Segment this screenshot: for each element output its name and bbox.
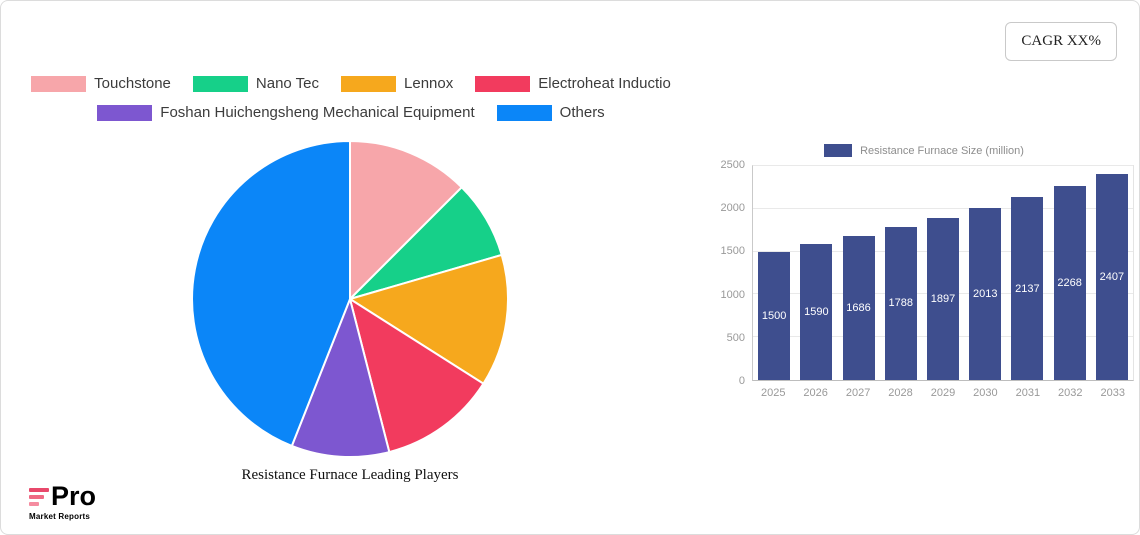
bar-bands: 1500 1590 1686 1788 1897 2013 2137 2268 2407 <box>753 166 1133 380</box>
x-tick-label: 2027 <box>845 387 871 399</box>
bar-legend-swatch <box>824 144 853 157</box>
gridline <box>753 207 1133 209</box>
x-tick-label: 2025 <box>760 387 786 399</box>
pie-slice-0[interactable] <box>349 140 463 300</box>
logo-text: Pro <box>51 481 97 511</box>
legend-label: Others <box>559 104 605 121</box>
bar-value-label: 2268 <box>1057 276 1082 289</box>
bar-2032[interactable]: 2268 <box>1053 185 1086 380</box>
logo: Pro Market Reports <box>29 483 96 521</box>
bar-band: 1590 <box>795 166 837 380</box>
bar-2031[interactable]: 2137 <box>1011 197 1044 380</box>
cagr-label: CAGR XX% <box>1021 33 1101 49</box>
bar-band: 1897 <box>922 166 964 380</box>
bar-value-label: 1590 <box>804 305 829 318</box>
legend-item-3[interactable]: Electroheat Inductio <box>475 75 671 92</box>
legend-label: Nano Tec <box>255 75 320 92</box>
legend-swatch <box>31 75 87 92</box>
bar-2027[interactable]: 1686 <box>842 235 875 380</box>
x-tick-label: 2033 <box>1100 387 1125 399</box>
pie-slice-2[interactable] <box>349 253 509 385</box>
legend-item-0[interactable]: Touchstone <box>31 75 171 92</box>
x-tick-label: 2032 <box>1058 387 1083 399</box>
pie-chart: Resistance Furnace Leading Players <box>162 137 538 484</box>
bar-legend-label: Resistance Furnace Size (million) <box>860 144 1024 157</box>
bar-chart-legend: Resistance Furnace Size (million) <box>714 144 1134 157</box>
bar-band: 1788 <box>880 166 922 380</box>
logo-subtitle: Market Reports <box>29 512 91 521</box>
legend-swatch <box>475 75 531 92</box>
pie-svg <box>191 140 509 458</box>
pie-slice-5[interactable] <box>191 140 351 447</box>
bar-value-label: 1686 <box>846 301 871 314</box>
legend-item-5[interactable]: Others <box>496 104 605 121</box>
pie-slice-3[interactable] <box>349 298 485 454</box>
bar-band: 2013 <box>964 166 1006 380</box>
bar-band: 1686 <box>837 166 879 380</box>
legend-label: Lennox <box>404 75 454 92</box>
bar-2030[interactable]: 2013 <box>969 207 1002 380</box>
y-tick-label: 500 <box>726 331 745 344</box>
logo-icon <box>29 487 49 506</box>
bar-value-label: 1788 <box>888 297 914 310</box>
y-tick-label: 2500 <box>720 159 745 171</box>
legend-item-4[interactable]: Foshan Huichengsheng Mechanical Equipmen… <box>97 104 475 121</box>
bar-2033[interactable]: 2407 <box>1095 173 1128 380</box>
legend-item-1[interactable]: Nano Tec <box>192 75 320 92</box>
pie-chart-title: Resistance Furnace Leading Players <box>241 467 459 483</box>
bar-value-label: 1500 <box>761 309 787 322</box>
y-tick-label: 2000 <box>720 202 745 215</box>
legend-swatch <box>496 104 552 121</box>
bar-band: 2268 <box>1049 166 1091 380</box>
x-tick-label: 2026 <box>803 387 828 399</box>
legend-swatch <box>341 75 397 92</box>
bar-chart-body: 0 500 1000 1500 2000 2500 1500 1590 1686 1788 189… <box>714 159 1134 387</box>
bar-2028[interactable]: 1788 <box>884 226 917 380</box>
y-tick-label: 0 <box>738 375 745 387</box>
bar-plot-area: 1500 1590 1686 1788 1897 2013 2137 2268 2407 <box>752 165 1134 381</box>
x-axis-labels: 2025 2026 2027 2028 2029 2030 2031 2032 2033 <box>752 387 1134 399</box>
bar-band: 2407 <box>1091 166 1133 380</box>
legend-swatch <box>97 104 153 121</box>
bar-value-label: 2013 <box>972 287 998 300</box>
y-axis-labels: 0 500 1000 1500 2000 2500 <box>714 159 752 387</box>
legend-label: Foshan Huichengsheng Mechanical Equipmen… <box>160 104 475 121</box>
bar-chart: Resistance Furnace Size (million) 0 500 10… <box>714 144 1134 399</box>
bar-2026[interactable]: 1590 <box>800 243 833 380</box>
cagr-badge: CAGR XX% <box>1005 22 1117 61</box>
gridline <box>753 165 1133 166</box>
legend-label: Electroheat Inductio <box>538 75 671 92</box>
bar-value-label: 1897 <box>930 292 956 305</box>
x-tick-label: 2030 <box>973 387 998 399</box>
x-tick-label: 2031 <box>1015 387 1041 399</box>
pie-slice-4[interactable] <box>290 298 391 458</box>
bar-2025[interactable]: 1500 <box>758 251 791 380</box>
pie-legend: Touchstone Nano Tec Lennox Electroheat Indu… <box>1 75 701 121</box>
bar-2029[interactable]: 1897 <box>926 217 959 380</box>
legend-label: Touchstone <box>94 75 171 92</box>
legend-swatch <box>192 75 248 92</box>
bar-band: 2137 <box>1006 166 1048 380</box>
bar-value-label: 2137 <box>1015 282 1040 295</box>
bar-value-label: 2407 <box>1099 270 1125 283</box>
y-tick-label: 1000 <box>720 288 745 301</box>
bar-band: 1500 <box>753 166 795 380</box>
y-tick-label: 1500 <box>720 245 745 258</box>
legend-item-2[interactable]: Lennox <box>341 75 453 92</box>
x-tick-label: 2029 <box>930 387 956 399</box>
x-tick-label: 2028 <box>888 387 913 399</box>
